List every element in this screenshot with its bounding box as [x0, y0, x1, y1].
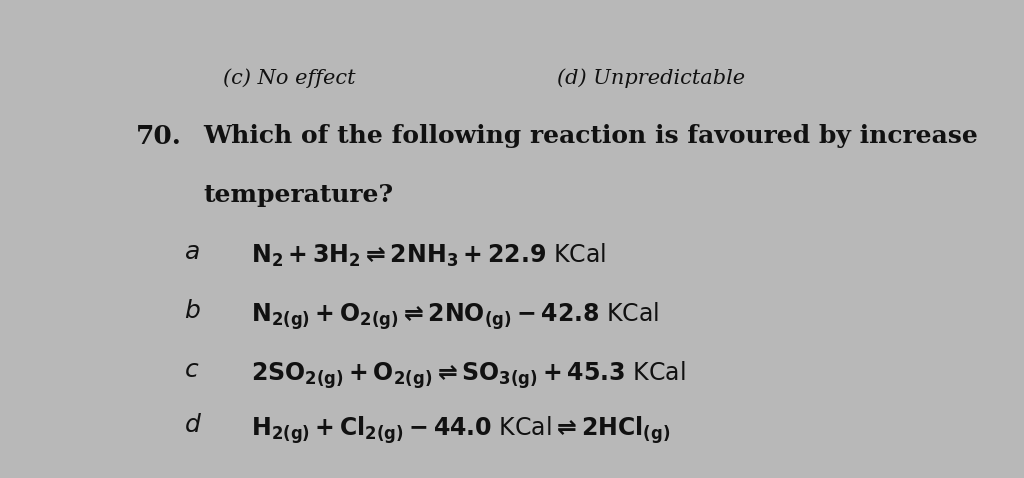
Text: $\mathit{a}$: $\mathit{a}$: [183, 241, 200, 264]
Text: temperature?: temperature?: [204, 183, 393, 206]
Text: $\mathit{c}$: $\mathit{c}$: [183, 359, 199, 382]
Text: $\mathit{d}$: $\mathit{d}$: [183, 414, 202, 437]
Text: (c) No effect: (c) No effect: [223, 68, 355, 88]
Text: $\mathbf{H_{2(g)}+Cl_{2(g)}-44.0\ \mathrm{KCal}\rightleftharpoons 2HCl_{(g)}}$: $\mathbf{H_{2(g)}+Cl_{2(g)}-44.0\ \mathr…: [251, 414, 671, 446]
Text: $\mathbf{2SO_{2(g)}+O_{2(g)}\rightleftharpoons SO_{3(g)}+45.3\ \mathrm{KCal}}$: $\mathbf{2SO_{2(g)}+O_{2(g)}\rightleftha…: [251, 359, 686, 391]
Text: (d) Unpredictable: (d) Unpredictable: [557, 68, 744, 88]
Text: 70.: 70.: [136, 124, 182, 149]
Text: Which of the following reaction is favoured by increase: Which of the following reaction is favou…: [204, 124, 978, 148]
Text: $\mathit{b}$: $\mathit{b}$: [183, 300, 201, 323]
Text: $\mathbf{N_{2}+3H_{2}\rightleftharpoons 2NH_{3}+22.9\ \mathrm{KCal}}$: $\mathbf{N_{2}+3H_{2}\rightleftharpoons …: [251, 241, 606, 269]
Text: $\mathbf{N_{2(g)}+O_{2(g)}\rightleftharpoons 2NO_{(g)}-42.8\ \mathrm{KCal}}$: $\mathbf{N_{2(g)}+O_{2(g)}\rightleftharp…: [251, 300, 659, 332]
